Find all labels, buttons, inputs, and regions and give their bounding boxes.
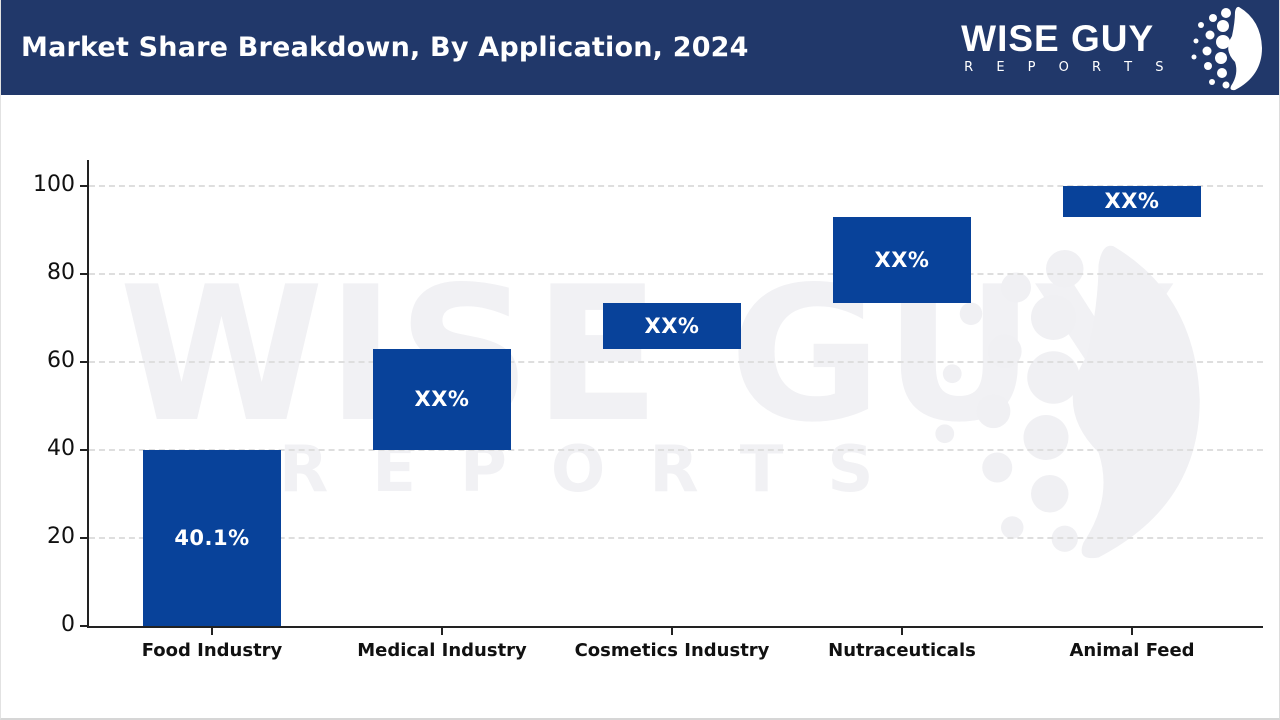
y-gridline-80	[89, 273, 1263, 275]
bar-value-label: XX%	[414, 387, 470, 412]
brand-name: WISE GUY	[961, 18, 1155, 59]
y-gridline-100	[89, 185, 1263, 187]
brand-subtitle: R E P O R T S	[964, 60, 1173, 75]
y-tick-mark-20	[80, 537, 87, 539]
y-gridline-20	[89, 537, 1263, 539]
y-gridline-40	[89, 449, 1263, 451]
brand-logo-text: WISE GUY R E P O R T S	[961, 20, 1173, 75]
y-tick-label-60: 60	[47, 348, 75, 373]
bar-medical-industry: XX%	[373, 348, 511, 450]
x-axis-line	[87, 626, 1263, 628]
y-tick-mark-40	[80, 449, 87, 451]
x-tick-mark-3	[901, 628, 903, 635]
bar-food-industry: 40.1%	[143, 449, 281, 626]
bar-value-label: 40.1%	[174, 525, 250, 550]
y-gridline-60	[89, 361, 1263, 363]
x-tick-mark-1	[441, 628, 443, 635]
bar-value-label: XX%	[874, 247, 930, 272]
bar-animal-feed: XX%	[1063, 186, 1201, 217]
y-tick-mark-80	[80, 273, 87, 275]
x-tick-label-2: Cosmetics Industry	[574, 640, 770, 661]
x-tick-mark-2	[671, 628, 673, 635]
bar-cosmetics-industry: XX%	[603, 302, 741, 349]
brand-face-icon	[1191, 6, 1262, 90]
y-tick-label-80: 80	[47, 260, 75, 285]
y-axis-line	[87, 159, 89, 628]
x-tick-label-0: Food Industry	[141, 640, 283, 661]
x-tick-label-4: Animal Feed	[1069, 640, 1195, 661]
watermark-face-icon	[935, 245, 1200, 559]
y-tick-mark-60	[80, 361, 87, 363]
y-tick-label-20: 20	[47, 524, 75, 549]
y-tick-label-40: 40	[47, 436, 75, 461]
y-tick-label-100: 100	[33, 172, 75, 197]
y-tick-mark-0	[80, 625, 87, 627]
x-tick-label-3: Nutraceuticals	[828, 640, 976, 661]
y-tick-mark-100	[80, 185, 87, 187]
bar-value-label: XX%	[1104, 189, 1160, 214]
brand-logo: WISE GUY R E P O R T S	[961, 4, 1265, 92]
y-tick-label-0: 0	[61, 612, 75, 637]
x-tick-label-1: Medical Industry	[357, 640, 527, 661]
x-tick-mark-0	[211, 628, 213, 635]
bar-nutraceuticals: XX%	[833, 216, 971, 303]
page-title: Market Share Breakdown, By Application, …	[21, 32, 749, 63]
bar-value-label: XX%	[644, 313, 700, 338]
header-bar: Market Share Breakdown, By Application, …	[1, 0, 1279, 95]
x-tick-mark-4	[1131, 628, 1133, 635]
